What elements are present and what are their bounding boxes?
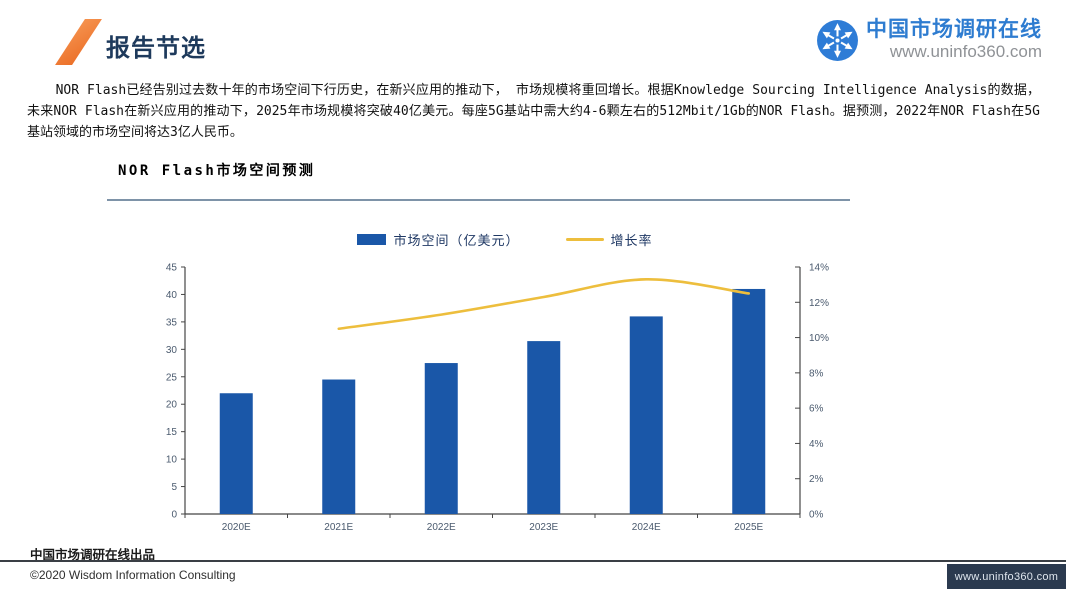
right-axis-label: 0% (809, 510, 824, 521)
right-axis-label: 10% (809, 333, 829, 344)
bar-2021E (322, 379, 356, 514)
legend-item-growth: 增长率 (565, 230, 653, 249)
left-axis-label: 20 (166, 400, 178, 411)
left-axis-label: 35 (166, 317, 178, 328)
right-axis-label: 8% (809, 368, 824, 379)
legend-item-market: 市场空间（亿美元） (357, 230, 519, 249)
x-axis-label: 2020E (222, 522, 251, 533)
x-axis-label: 2022E (427, 522, 456, 533)
footer-copyright: ©2020 Wisdom Information Consulting (30, 568, 236, 582)
chart-separator-line (107, 199, 850, 201)
bar-2022E (424, 363, 458, 514)
line-series-swatch (565, 238, 604, 241)
footer-divider (0, 560, 1066, 562)
left-axis-label: 40 (166, 290, 178, 301)
right-axis-label: 4% (809, 439, 824, 450)
left-axis-label: 0 (171, 510, 177, 521)
brand-name: 中国市场调研在线 (866, 18, 1042, 41)
bar-2023E (527, 341, 561, 514)
brand-block: 中国市场调研在线 www.uninfo360.com (816, 18, 1042, 62)
intro-paragraph: NOR Flash已经告别过去数十年的市场空间下行历史，在新兴应用的推动下， 市… (27, 83, 1040, 141)
chart-title: NOR Flash市场空间预测 (118, 163, 316, 179)
footer-url-badge[interactable]: www.uninfo360.com (947, 564, 1066, 589)
bar-2025E (732, 288, 766, 514)
left-axis-label: 30 (166, 345, 178, 356)
right-axis-label: 14% (809, 263, 829, 274)
slash-logo-icon (55, 19, 102, 65)
left-axis-label: 45 (166, 263, 178, 274)
right-axis-label: 6% (809, 404, 824, 415)
bar-2024E (629, 316, 663, 514)
legend-label-market: 市场空间（亿美元） (393, 233, 520, 248)
footer-url-text: www.uninfo360.com (954, 570, 1059, 583)
right-axis-label: 2% (809, 474, 824, 485)
bar-2020E (219, 393, 253, 514)
chart-canvas: 0 5 10 15 20 25 30 35 40 45 0% 2% 4% 6% 8% 10% 12% 14% 202… (166, 263, 829, 534)
left-axis-label: 15 (166, 427, 178, 438)
left-axis-label: 5 (171, 482, 177, 493)
left-axis-label: 10 (166, 455, 178, 466)
bar-series-swatch (357, 234, 387, 245)
x-axis-label: 2025E (734, 522, 763, 533)
left-axis-label: 25 (166, 372, 178, 383)
x-axis-label: 2021E (324, 522, 353, 533)
chart-legend: 市场空间（亿美元） 增长率 (140, 230, 870, 249)
brand-url-link[interactable]: www.uninfo360.com (889, 42, 1042, 62)
page-title: 报告节选 (106, 35, 206, 62)
growth-rate-line (337, 278, 751, 331)
legend-label-growth: 增长率 (610, 233, 653, 248)
footer-produced-by: 中国市场调研在线出品 (30, 548, 156, 562)
x-axis-label: 2024E (632, 522, 661, 533)
snowflake-logo-icon (817, 19, 858, 61)
x-axis-label: 2023E (529, 522, 558, 533)
right-axis-label: 12% (809, 298, 829, 309)
